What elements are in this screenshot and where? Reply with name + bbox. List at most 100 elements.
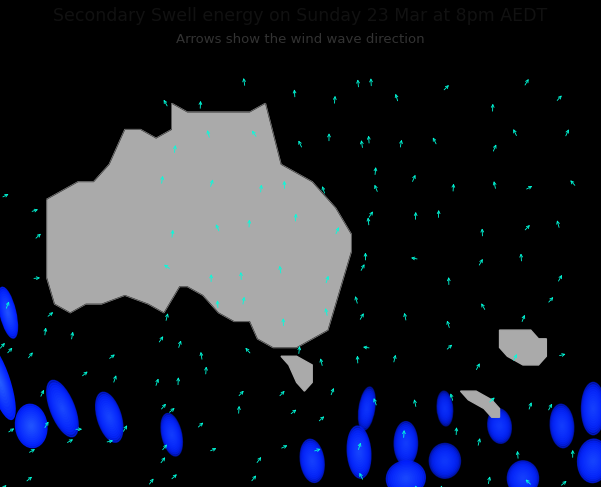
Ellipse shape: [395, 424, 416, 463]
Ellipse shape: [585, 392, 601, 425]
Ellipse shape: [0, 372, 4, 393]
Ellipse shape: [510, 464, 535, 487]
Ellipse shape: [517, 472, 529, 485]
Ellipse shape: [579, 441, 601, 481]
Ellipse shape: [29, 424, 33, 429]
Ellipse shape: [310, 457, 314, 465]
Ellipse shape: [324, 218, 332, 233]
Ellipse shape: [169, 431, 174, 439]
Ellipse shape: [48, 383, 77, 434]
Ellipse shape: [400, 433, 411, 453]
Ellipse shape: [320, 210, 335, 241]
Ellipse shape: [441, 456, 450, 466]
Ellipse shape: [308, 275, 317, 299]
Ellipse shape: [102, 403, 117, 431]
Ellipse shape: [17, 406, 46, 446]
Ellipse shape: [520, 475, 526, 482]
Ellipse shape: [392, 466, 420, 487]
Ellipse shape: [166, 423, 178, 447]
Ellipse shape: [356, 447, 361, 457]
Ellipse shape: [498, 424, 501, 428]
Ellipse shape: [49, 385, 75, 431]
Ellipse shape: [47, 380, 78, 437]
Ellipse shape: [489, 410, 510, 442]
Ellipse shape: [589, 399, 597, 418]
Ellipse shape: [588, 396, 599, 421]
Ellipse shape: [558, 418, 566, 434]
Ellipse shape: [398, 430, 413, 457]
Ellipse shape: [557, 416, 567, 436]
Ellipse shape: [0, 292, 16, 334]
Ellipse shape: [388, 462, 424, 487]
Ellipse shape: [403, 437, 409, 450]
Ellipse shape: [61, 406, 64, 412]
Ellipse shape: [302, 261, 322, 312]
Ellipse shape: [51, 388, 74, 429]
Ellipse shape: [519, 473, 528, 483]
Ellipse shape: [364, 400, 370, 417]
Ellipse shape: [552, 408, 572, 444]
Ellipse shape: [0, 375, 3, 390]
Ellipse shape: [438, 394, 451, 423]
Ellipse shape: [311, 458, 314, 463]
Ellipse shape: [491, 413, 508, 439]
Ellipse shape: [561, 424, 563, 429]
Ellipse shape: [584, 387, 601, 430]
Ellipse shape: [168, 427, 175, 443]
Ellipse shape: [59, 403, 66, 414]
Ellipse shape: [442, 404, 447, 413]
Ellipse shape: [497, 423, 502, 430]
Ellipse shape: [507, 461, 538, 487]
Ellipse shape: [349, 431, 369, 473]
Ellipse shape: [400, 431, 412, 455]
Ellipse shape: [347, 426, 371, 478]
Ellipse shape: [99, 399, 119, 435]
Ellipse shape: [513, 467, 533, 487]
Ellipse shape: [0, 349, 14, 416]
Ellipse shape: [0, 355, 11, 410]
Ellipse shape: [355, 442, 364, 462]
Ellipse shape: [550, 404, 574, 448]
Ellipse shape: [108, 414, 111, 420]
Ellipse shape: [325, 219, 331, 232]
Ellipse shape: [361, 394, 372, 422]
Ellipse shape: [554, 412, 570, 440]
Ellipse shape: [300, 439, 324, 483]
Ellipse shape: [0, 352, 13, 413]
Ellipse shape: [97, 394, 121, 440]
Ellipse shape: [495, 419, 504, 432]
Ellipse shape: [2, 296, 14, 329]
Ellipse shape: [436, 451, 454, 470]
Ellipse shape: [16, 404, 47, 448]
Ellipse shape: [0, 290, 17, 336]
Ellipse shape: [307, 451, 318, 471]
Ellipse shape: [439, 454, 451, 468]
Ellipse shape: [492, 415, 507, 437]
Ellipse shape: [438, 393, 452, 424]
Ellipse shape: [5, 305, 11, 320]
Ellipse shape: [308, 453, 317, 469]
Ellipse shape: [162, 415, 182, 454]
Ellipse shape: [442, 402, 448, 415]
Ellipse shape: [165, 421, 178, 449]
Ellipse shape: [0, 378, 2, 386]
Ellipse shape: [326, 221, 330, 230]
Ellipse shape: [305, 449, 319, 473]
Ellipse shape: [583, 447, 601, 475]
Ellipse shape: [444, 405, 447, 412]
Ellipse shape: [494, 418, 505, 434]
Ellipse shape: [306, 270, 319, 303]
Ellipse shape: [0, 345, 15, 419]
Ellipse shape: [3, 301, 12, 324]
Ellipse shape: [487, 409, 511, 443]
Ellipse shape: [320, 208, 336, 243]
Polygon shape: [47, 103, 351, 348]
Ellipse shape: [440, 397, 450, 420]
Ellipse shape: [361, 393, 373, 424]
Ellipse shape: [163, 417, 180, 452]
Ellipse shape: [590, 401, 597, 416]
Ellipse shape: [397, 428, 415, 459]
Ellipse shape: [593, 460, 594, 461]
Ellipse shape: [395, 468, 416, 487]
Polygon shape: [460, 391, 499, 417]
